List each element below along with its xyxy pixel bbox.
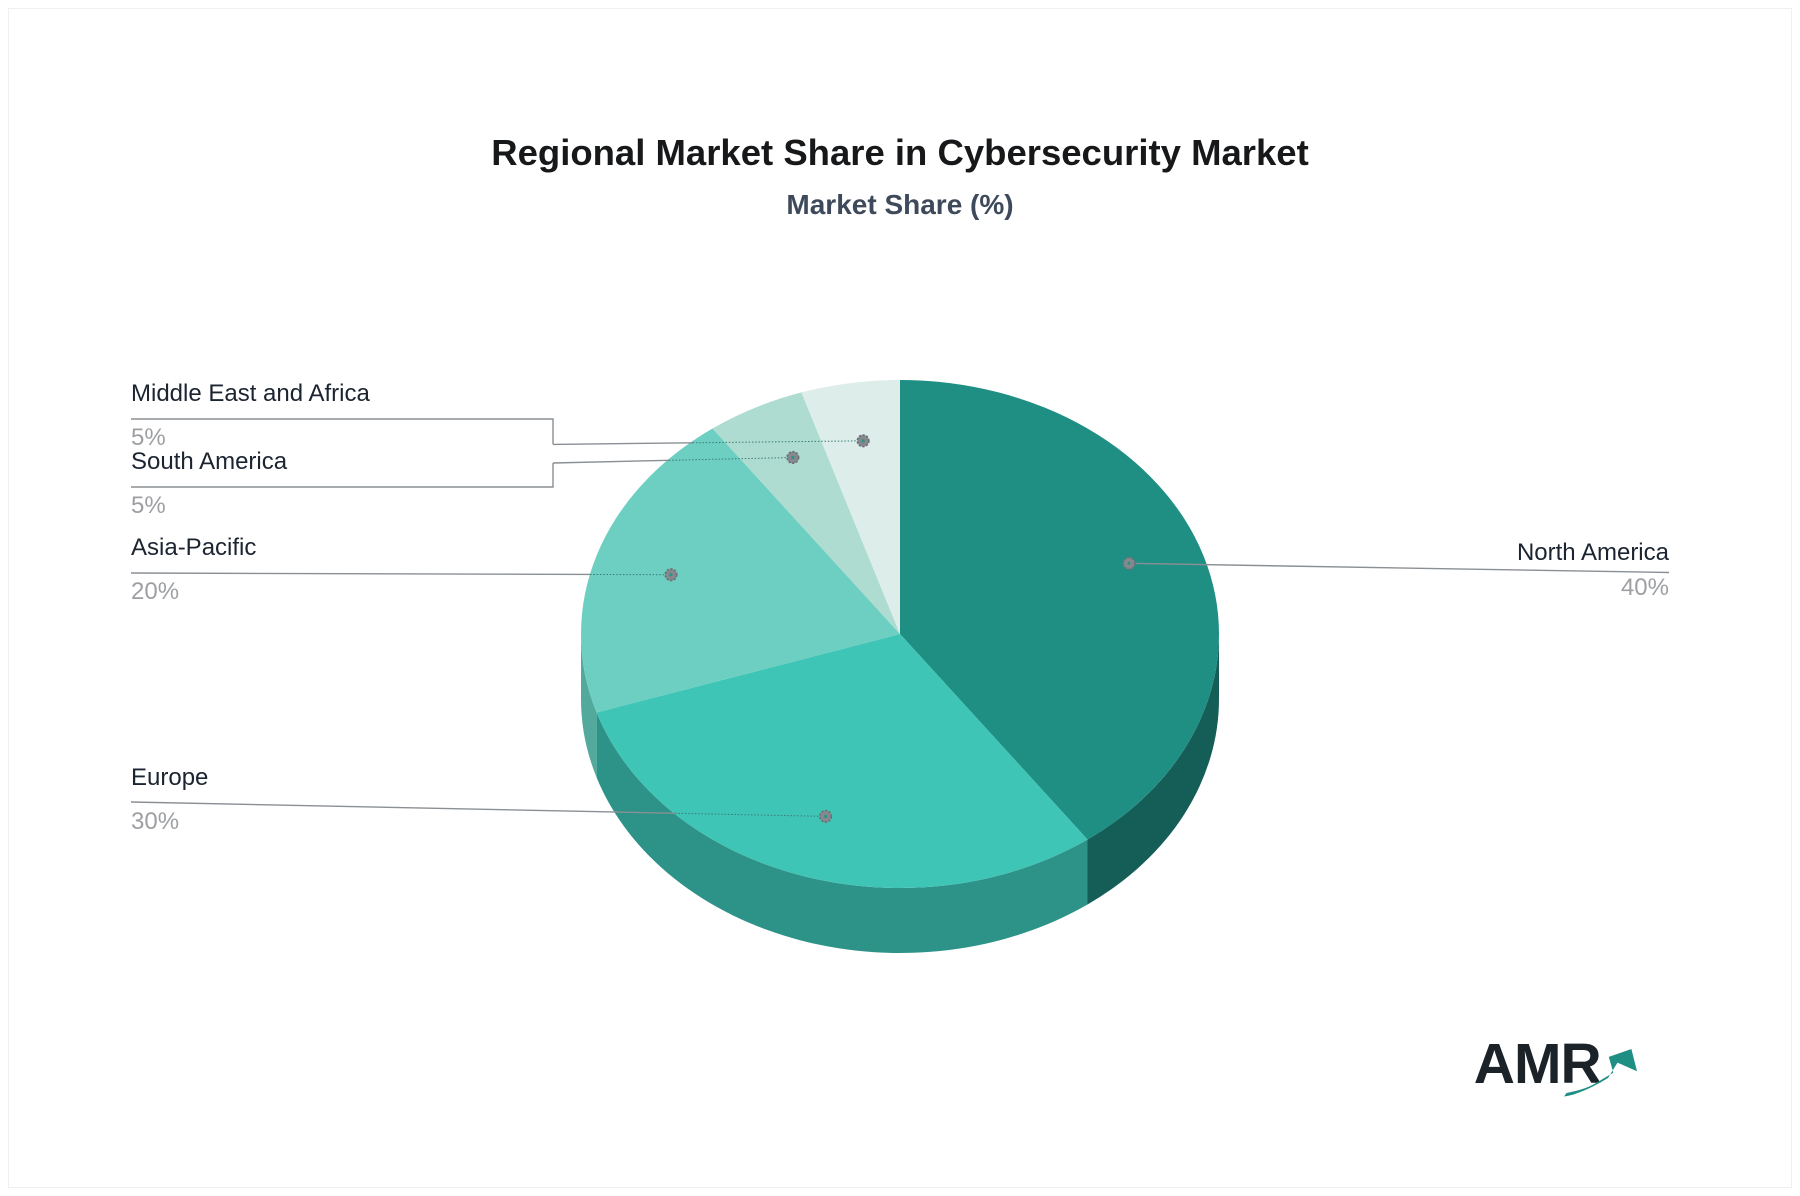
svg-text:AMR: AMR <box>1474 1032 1601 1096</box>
